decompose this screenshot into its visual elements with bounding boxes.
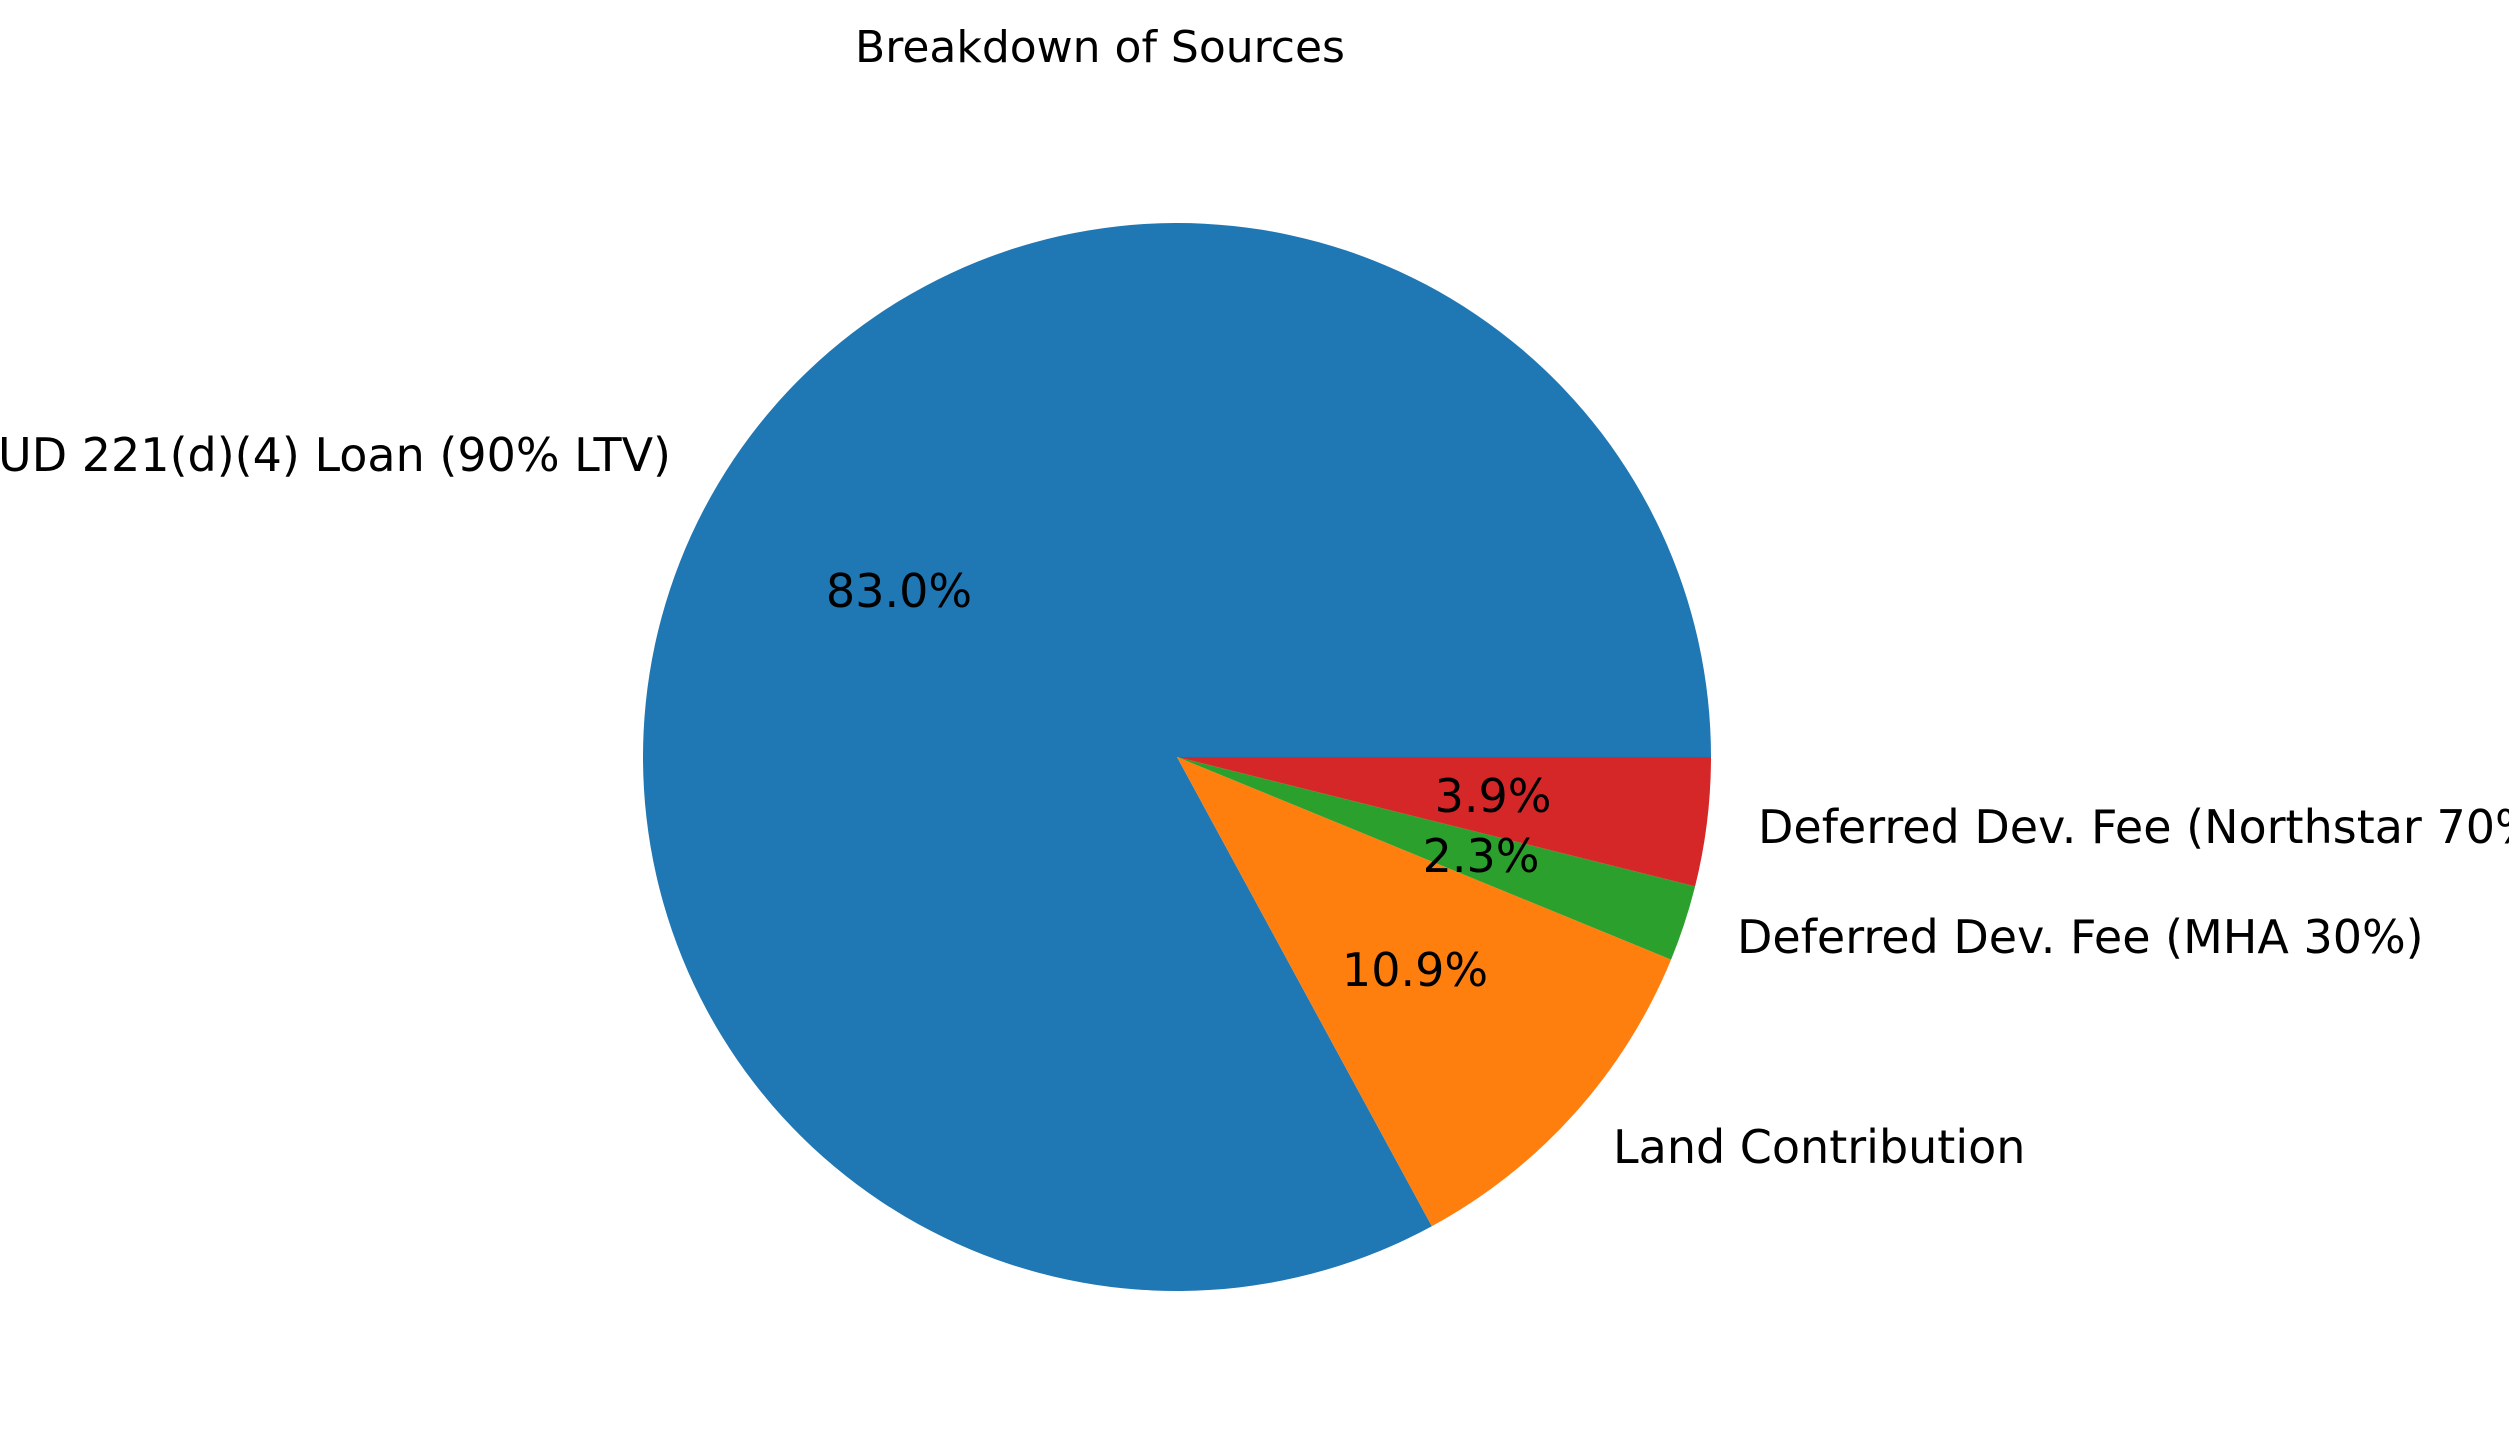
- slice-label-land-contribution: Land Contribution: [1613, 1120, 2026, 1174]
- pie-slice-0: [643, 222, 1711, 1291]
- pie-slice-3: [1177, 757, 1711, 887]
- pie-slice-1: [1177, 757, 1672, 1227]
- chart-title: Breakdown of Sources: [855, 22, 1345, 73]
- pct-label-land-contribution: 10.9%: [1341, 943, 1489, 997]
- slice-label-deferred-fee-mha: Deferred Dev. Fee (MHA 30%): [1737, 910, 2424, 964]
- slice-label-hud-loan: HUD 221(d)(4) Loan (90% LTV): [0, 428, 671, 482]
- pie-slice-2: [1177, 757, 1696, 960]
- pct-label-deferred-fee-northstar: 3.9%: [1434, 769, 1552, 823]
- slice-label-deferred-fee-northstar: Deferred Dev. Fee (Northstar 70%): [1758, 800, 2509, 854]
- pct-label-deferred-fee-mha: 2.3%: [1422, 829, 1540, 883]
- pct-label-hud-loan: 83.0%: [825, 564, 973, 618]
